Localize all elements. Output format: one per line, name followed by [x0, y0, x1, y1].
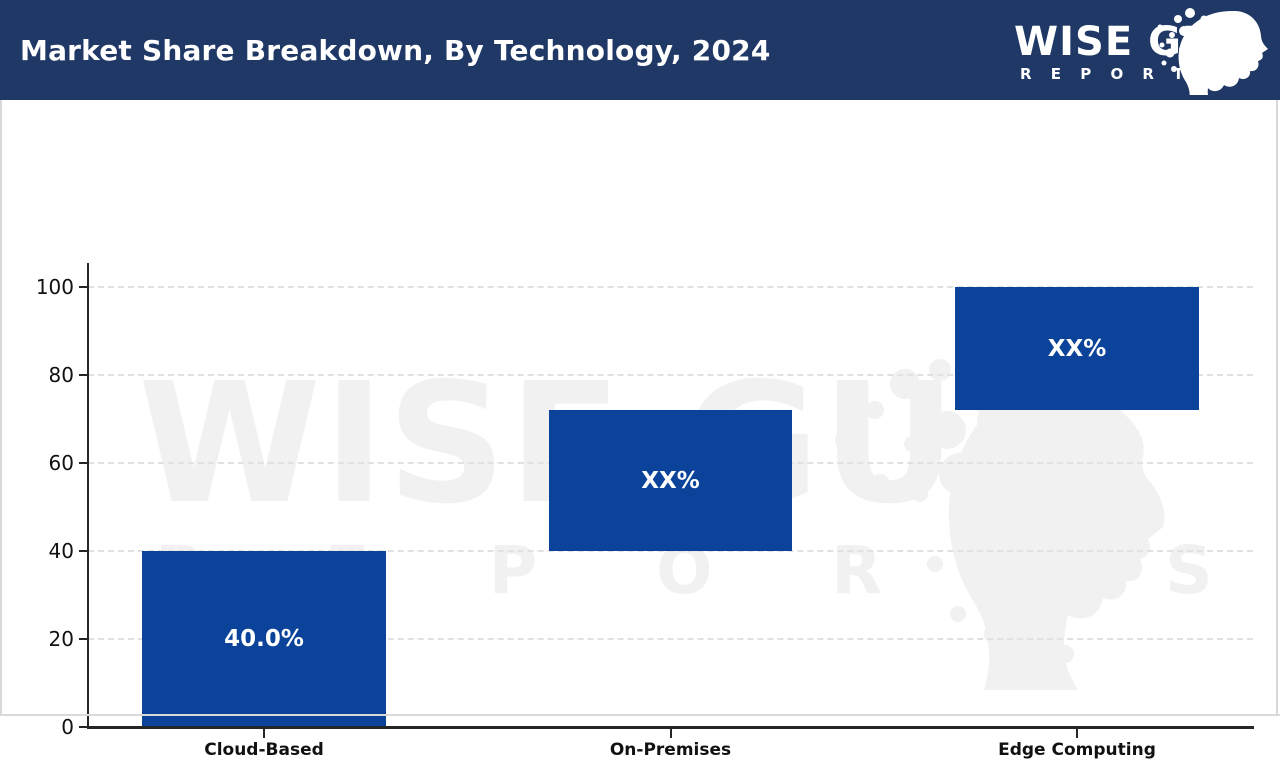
header-bar: Market Share Breakdown, By Technology, 2…: [0, 0, 1280, 100]
y-axis-tick: [79, 462, 87, 464]
y-axis-tick-label: 40: [48, 539, 74, 563]
x-axis-category-label: On-Premises: [609, 740, 732, 760]
logo-face-icon: [1157, 8, 1268, 95]
bar-value-label: 40.0%: [224, 626, 304, 652]
page-border-left: [0, 100, 2, 716]
y-axis-tick-label: 0: [61, 715, 74, 739]
y-axis-tick: [79, 638, 87, 640]
y-axis-tick: [79, 550, 87, 552]
y-axis-tick-label: 100: [35, 275, 74, 299]
x-axis-tick: [1076, 729, 1078, 738]
y-axis-spine: [87, 263, 89, 729]
y-axis-tick-label: 60: [48, 451, 74, 475]
gridline: [88, 550, 1253, 552]
chart-title: Market Share Breakdown, By Technology, 2…: [20, 33, 771, 67]
x-axis-tick: [669, 729, 672, 738]
y-axis-tick: [79, 374, 87, 376]
page-border-right: [1276, 100, 1278, 716]
gridline: [88, 638, 1253, 640]
logo-brand-text: WISE GUY: [1014, 19, 1245, 65]
y-axis-tick: [79, 726, 87, 728]
bar-segment-on-premises: [548, 410, 793, 551]
x-axis-category-label: Cloud-Based: [204, 740, 324, 760]
y-axis-tick: [79, 286, 87, 288]
y-axis-tick-label: 80: [48, 363, 74, 387]
gridline: [88, 286, 1253, 288]
logo-reports-text: R E P O R T S: [1020, 65, 1220, 83]
wise-guy-reports-logo: WISE GUY R E P O R T S: [1014, 8, 1268, 95]
bar-segment-cloud-based: [142, 551, 386, 727]
chart-area: WISE GUY R E P O R T S: [0, 100, 1280, 760]
bar-value-label: XX%: [1047, 335, 1107, 362]
gridline: [88, 374, 1253, 376]
y-axis-tick-label: 20: [48, 627, 74, 651]
bar-value-label: XX%: [641, 467, 700, 494]
page-border-bottom: [0, 714, 1280, 716]
x-axis-tick: [263, 729, 265, 738]
x-axis-category-label: Edge Computing: [998, 740, 1156, 760]
